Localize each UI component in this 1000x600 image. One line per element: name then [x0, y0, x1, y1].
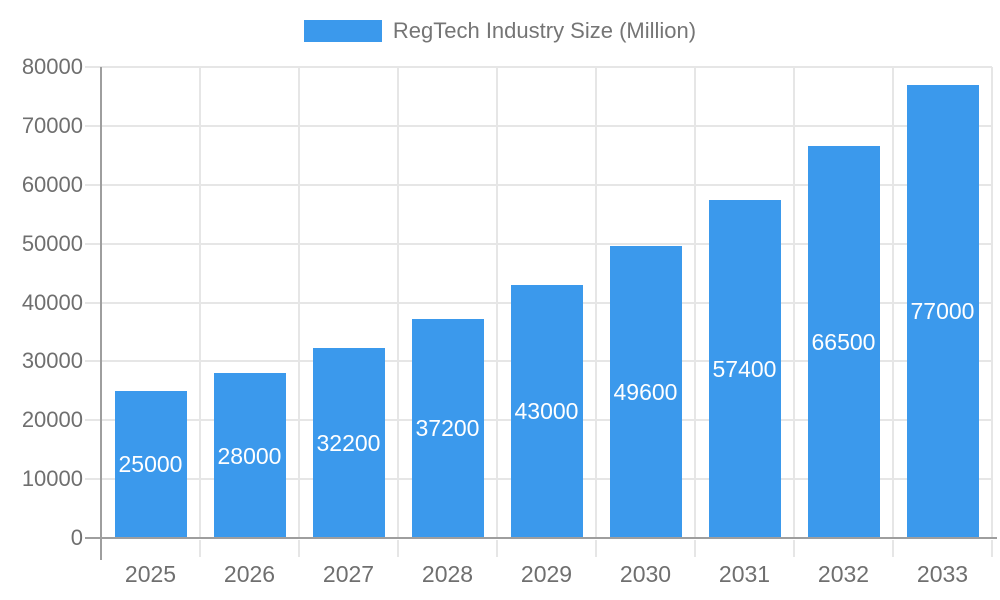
x-tick: [793, 540, 795, 557]
y-tick-label: 10000: [21, 466, 83, 492]
x-gridline: [793, 67, 795, 538]
y-tick-label: 20000: [21, 407, 83, 433]
y-tick-label: 50000: [21, 230, 83, 256]
y-tick-label: 80000: [21, 54, 83, 79]
x-gridline: [397, 67, 399, 538]
y-gridline: [85, 124, 992, 127]
x-tick-label: 2029: [520, 561, 573, 587]
y-axis-line: [100, 67, 102, 560]
y-tick-label: 60000: [21, 171, 83, 197]
x-gridline: [991, 67, 993, 538]
x-gridline: [694, 67, 696, 538]
bar-2028[interactable]: [411, 318, 484, 538]
x-tick: [397, 540, 399, 557]
y-tick-label: 30000: [21, 348, 83, 374]
legend[interactable]: RegTech Industry Size (Million): [0, 20, 1000, 42]
y-tick-label: 0: [70, 525, 83, 550]
legend-swatch-icon: [303, 20, 382, 42]
y-tick-label: 40000: [21, 289, 83, 315]
bar-2029[interactable]: [510, 284, 583, 538]
x-tick-label: 2032: [817, 561, 870, 587]
x-gridline: [892, 67, 894, 538]
x-gridline: [496, 67, 498, 538]
bar-2033[interactable]: [906, 84, 979, 538]
bar-2031[interactable]: [708, 200, 781, 538]
bar-value-label: 25000: [118, 451, 183, 478]
x-tick: [496, 540, 498, 557]
x-tick: [892, 540, 894, 557]
bar-value-label: 28000: [217, 442, 282, 469]
x-gridline: [595, 67, 597, 538]
legend-label: RegTech Industry Size (Million): [392, 18, 697, 43]
x-gridline: [199, 67, 201, 538]
x-tick: [694, 540, 696, 557]
bar-value-label: 43000: [514, 398, 579, 425]
x-tick-label: 2028: [421, 561, 474, 587]
x-tick-label: 2025: [124, 561, 177, 587]
x-tick: [991, 540, 993, 557]
y-gridline: [85, 66, 992, 68]
bar-2032[interactable]: [807, 146, 880, 538]
x-tick-label: 2026: [223, 561, 276, 587]
bar-value-label: 49600: [613, 378, 678, 405]
x-tick: [595, 540, 597, 557]
y-gridline: [85, 183, 992, 186]
y-tick-label: 70000: [21, 112, 83, 138]
bar-value-label: 37200: [415, 415, 480, 442]
y-gridline: [85, 242, 992, 245]
bar-value-label: 66500: [811, 329, 876, 356]
x-tick-label: 2033: [916, 561, 969, 587]
bar-value-label: 77000: [910, 298, 975, 325]
bar-2030[interactable]: [609, 245, 682, 538]
x-tick-label: 2031: [718, 561, 771, 587]
x-tick: [298, 540, 300, 557]
bar-2026[interactable]: [213, 373, 286, 538]
x-tick-label: 2027: [322, 561, 375, 587]
x-tick-label: 2030: [619, 561, 672, 587]
bar-value-label: 32200: [316, 430, 381, 457]
bar-2025[interactable]: [114, 390, 187, 538]
bar-2027[interactable]: [312, 348, 385, 538]
bar-value-label: 57400: [712, 356, 777, 383]
x-axis-line: [85, 537, 997, 539]
x-tick: [199, 540, 201, 557]
x-gridline: [298, 67, 300, 538]
